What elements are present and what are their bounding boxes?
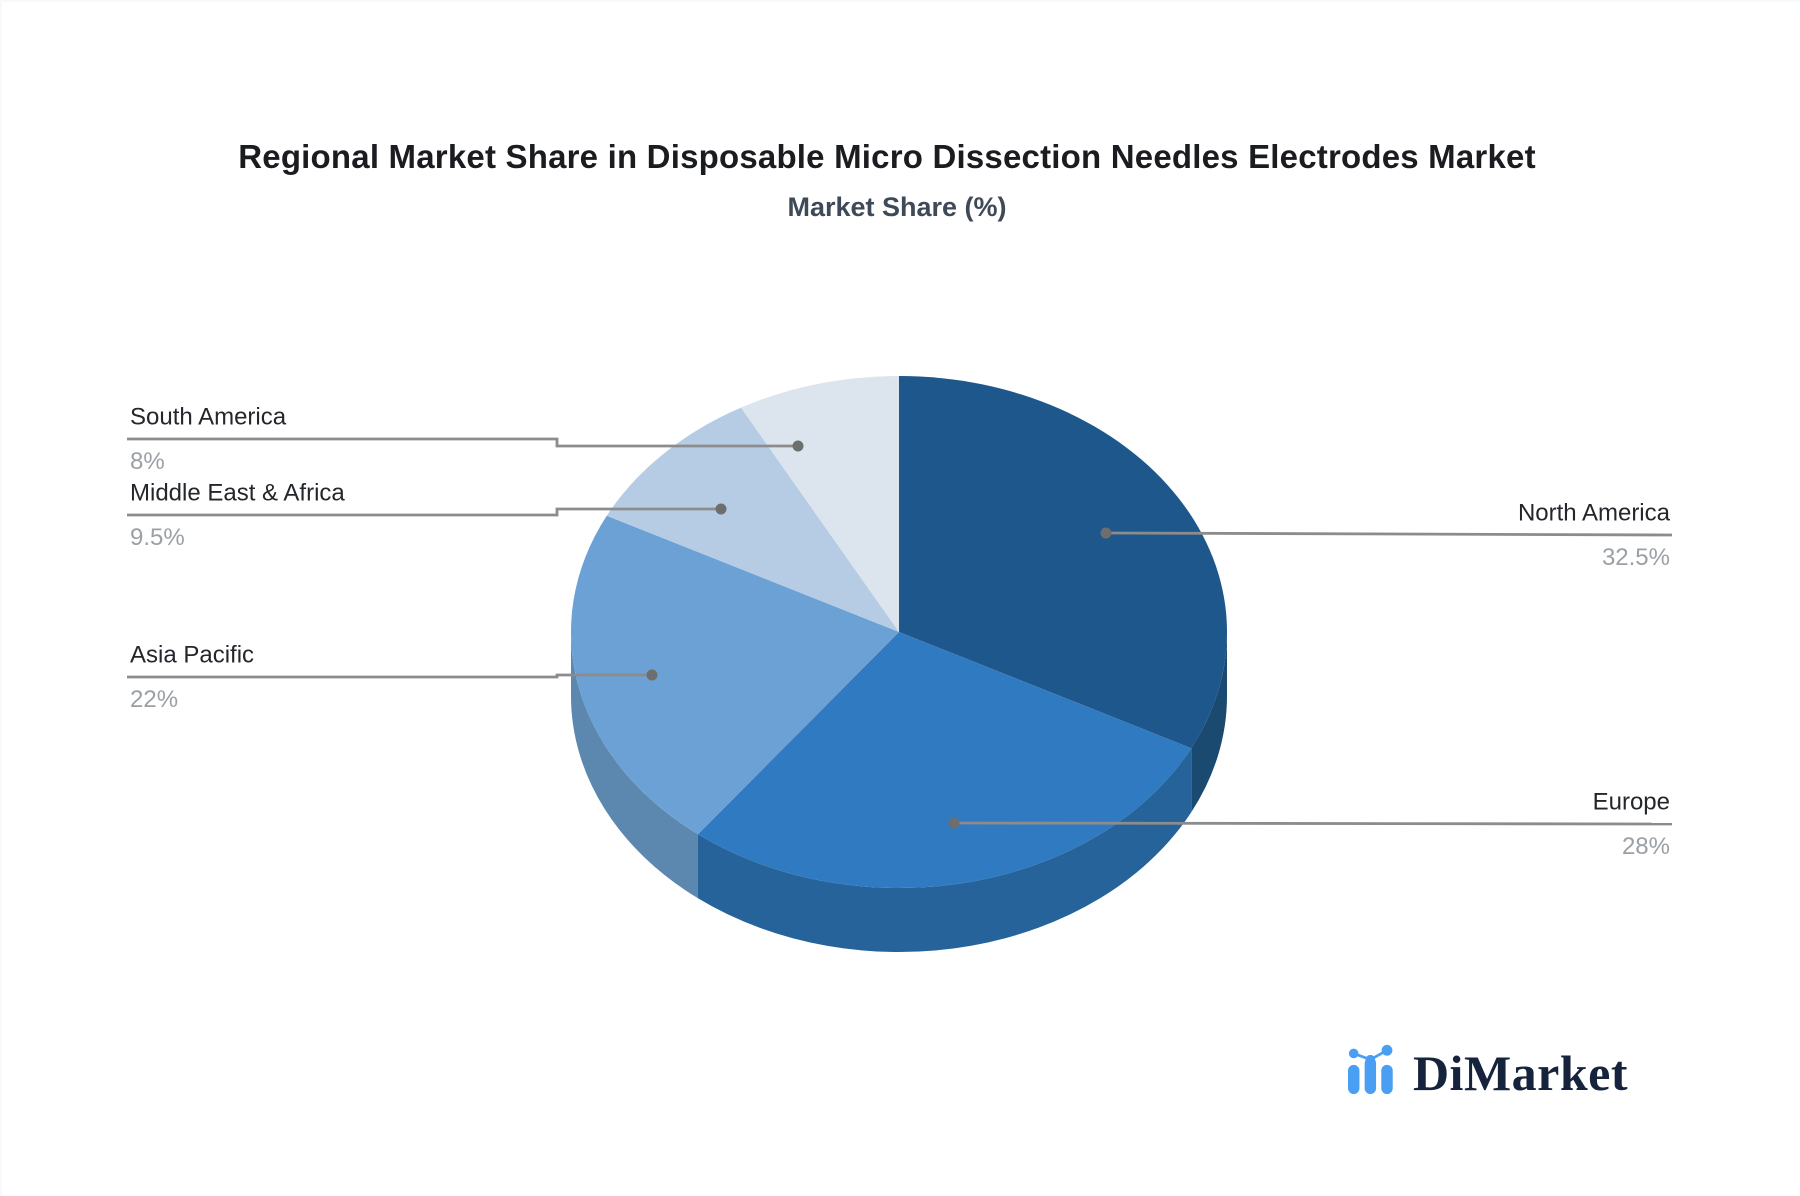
slice-label-north-america: North America	[1517, 499, 1670, 527]
pie-slice-side-asia-pacific	[571, 632, 698, 899]
slice-value-europe: 28%	[1621, 833, 1670, 860]
slice-label-middle-east-africa: Middle East & Africa	[130, 479, 345, 507]
slice-label-south-america: South America	[130, 403, 287, 431]
pie-slice-side-europe	[697, 748, 1192, 952]
brand-name: DiMarket	[1412, 1045, 1628, 1101]
leader-line-middle-east-africa	[127, 507, 721, 517]
slice-label-asia-pacific: Asia Pacific	[130, 641, 255, 669]
slice-value-middle-east-africa: 9.5%	[130, 524, 185, 551]
pie-slice-south-america[interactable]	[740, 376, 899, 632]
pie-slice-north-america[interactable]	[899, 376, 1227, 749]
chart-title: Regional Market Share in Disposable Micr…	[238, 138, 1536, 175]
leader-line-north-america	[1105, 531, 1673, 537]
pie-slice-middle-east-africa[interactable]	[606, 407, 899, 632]
leader-line-europe	[953, 821, 1673, 826]
leader-dot-middle-east-africa	[715, 503, 727, 515]
leader-dot-south-america	[792, 440, 804, 452]
leader-line-south-america	[127, 437, 798, 448]
slice-label-europe: Europe	[1592, 788, 1670, 816]
leader-dot-north-america	[1100, 527, 1112, 539]
leader-line-asia-pacific	[127, 673, 652, 679]
leader-dot-asia-pacific	[646, 669, 658, 681]
slice-value-asia-pacific: 22%	[130, 686, 179, 713]
slice-value-south-america: 8%	[130, 448, 165, 475]
leader-dot-europe	[948, 817, 960, 829]
slice-value-north-america: 32.5%	[1601, 544, 1670, 571]
pie-slice-asia-pacific[interactable]	[571, 515, 899, 835]
pie-slice-side-north-america	[1191, 632, 1227, 813]
brand-logo[interactable]: DiMarket	[1346, 1042, 1628, 1101]
chart-subtitle: Market Share (%)	[787, 192, 1007, 222]
mini-bar-line-chart-icon	[1346, 1042, 1402, 1094]
